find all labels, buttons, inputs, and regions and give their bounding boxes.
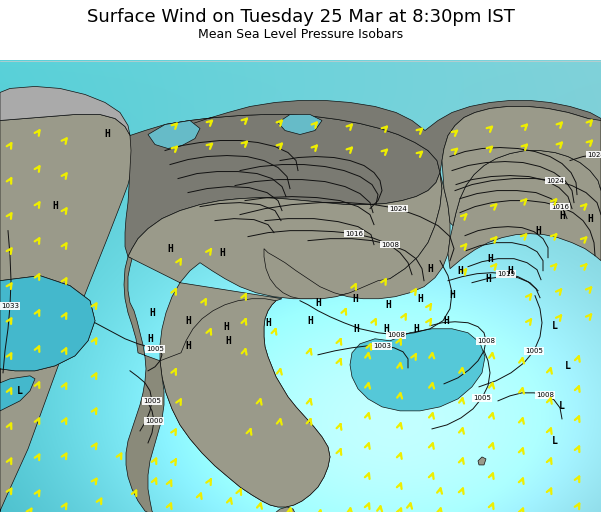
Text: L: L [552,321,558,331]
Text: H: H [52,201,58,210]
Text: H: H [485,274,491,284]
Text: H: H [265,318,271,328]
Polygon shape [124,257,164,512]
Text: 1005: 1005 [525,348,543,354]
Text: L: L [559,401,565,411]
Text: 1005: 1005 [143,398,161,404]
Text: 1024: 1024 [587,152,601,158]
Polygon shape [0,275,95,371]
Text: H: H [449,290,455,300]
Polygon shape [448,151,601,269]
Text: 1008: 1008 [536,392,554,398]
Text: H: H [487,253,493,264]
Text: 1016: 1016 [551,204,569,209]
Text: H: H [353,324,359,334]
Text: 1024: 1024 [389,206,407,211]
Text: H: H [535,226,541,236]
Text: 1003: 1003 [373,343,391,349]
Text: H: H [315,298,321,308]
Polygon shape [350,329,485,411]
Polygon shape [274,507,296,512]
Text: Mean Sea Level Pressure Isobars: Mean Sea Level Pressure Isobars [198,28,403,41]
Text: H: H [507,266,513,275]
Text: 1005: 1005 [473,395,491,401]
Text: 1008: 1008 [387,332,405,338]
Text: L: L [565,361,571,371]
Text: 1019: 1019 [497,271,515,276]
Text: 1024: 1024 [546,178,564,184]
Polygon shape [278,115,322,135]
Polygon shape [125,115,440,257]
Polygon shape [165,100,601,173]
Text: H: H [443,316,449,326]
Text: H: H [457,266,463,275]
Text: 1008: 1008 [477,338,495,344]
Polygon shape [264,173,450,298]
Polygon shape [0,115,135,512]
Text: H: H [307,316,313,326]
Text: 1005: 1005 [146,346,164,352]
Text: H: H [225,336,231,346]
Polygon shape [160,298,330,507]
Text: L: L [17,386,23,396]
Polygon shape [148,120,200,148]
Polygon shape [478,457,486,465]
Text: H: H [587,214,593,224]
Text: H: H [185,316,191,326]
Text: H: H [417,294,423,304]
Text: H: H [219,248,225,258]
Text: 1033: 1033 [1,303,19,309]
Polygon shape [0,275,95,411]
Text: 1016: 1016 [345,230,363,237]
Text: H: H [147,334,153,344]
Text: Surface Wind on Tuesday 25 Mar at 8:30pm IST: Surface Wind on Tuesday 25 Mar at 8:30pm… [87,8,514,26]
Text: L: L [552,436,558,446]
Text: H: H [223,322,229,332]
Polygon shape [128,173,442,507]
Text: H: H [167,244,173,253]
Text: H: H [185,341,191,351]
Text: H: H [383,324,389,334]
Polygon shape [442,106,601,226]
Text: H: H [104,129,110,139]
Text: H: H [427,264,433,274]
Polygon shape [0,87,130,136]
Text: H: H [352,294,358,304]
Text: 1008: 1008 [381,242,399,248]
Text: H: H [385,300,391,310]
Text: 1000: 1000 [145,418,163,424]
Text: H: H [413,324,419,334]
Text: H: H [559,210,565,221]
Text: H: H [149,308,155,318]
